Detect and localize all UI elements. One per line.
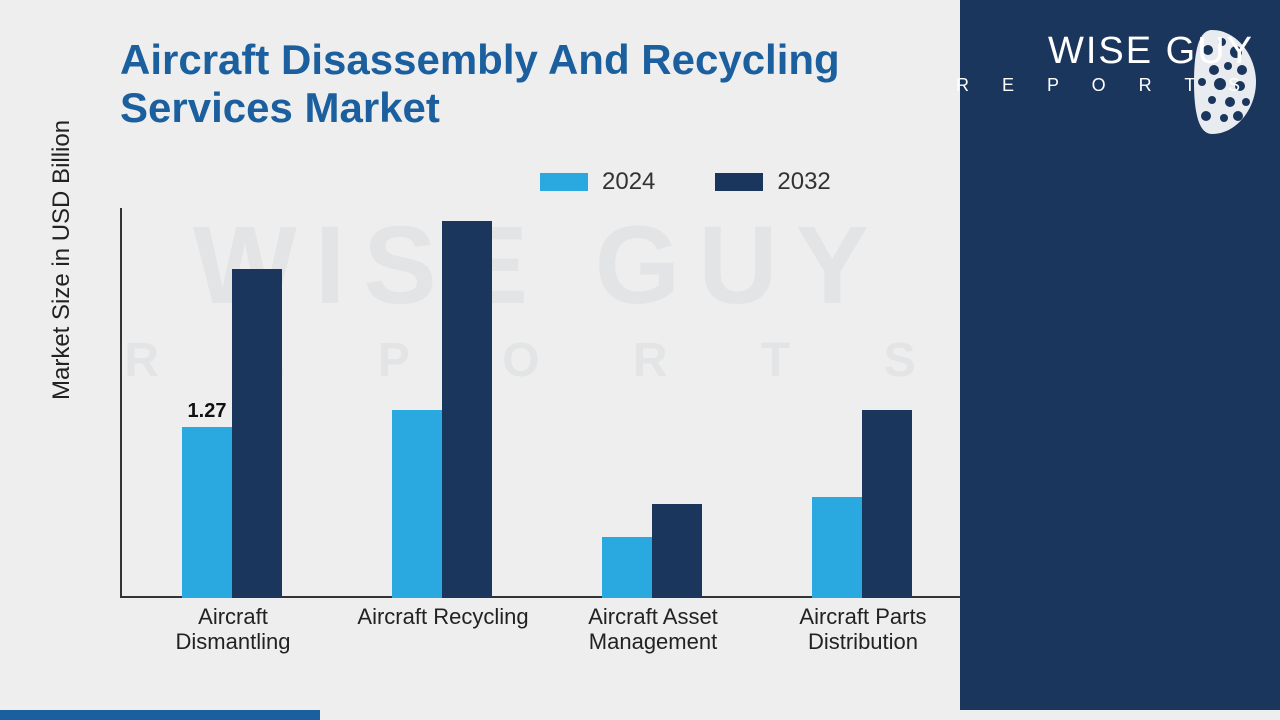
content-area: Aircraft Disassembly And Recycling Servi… <box>0 0 960 710</box>
bar <box>652 504 702 598</box>
plot-area: Aircraft DismantlingAircraft RecyclingAi… <box>120 208 960 598</box>
brand-logo-text: WISE GUY R E P O R T S <box>956 30 1254 96</box>
bar <box>602 537 652 598</box>
y-axis-line <box>120 208 122 598</box>
stage: WISE GUY R E P O R T S WISE GUY R E P O … <box>0 0 1280 720</box>
legend-item-2024: 2024 <box>540 168 655 196</box>
bar-value-label: 1.27 <box>188 400 227 427</box>
bar <box>182 427 232 598</box>
bottom-accent-bar <box>0 710 320 720</box>
bar <box>862 410 912 598</box>
bar <box>392 410 442 598</box>
x-tick-label: Aircraft Parts Distribution <box>773 598 953 655</box>
legend-label-2032: 2032 <box>777 168 830 196</box>
y-axis-label: Market Size in USD Billion <box>48 120 76 400</box>
x-tick-label: Aircraft Recycling <box>353 598 533 629</box>
bar <box>232 269 282 598</box>
legend-swatch-2032 <box>715 173 763 191</box>
chart-title: Aircraft Disassembly And Recycling Servi… <box>120 36 840 133</box>
x-tick-label: Aircraft Asset Management <box>563 598 743 655</box>
legend-swatch-2024 <box>540 173 588 191</box>
brand-line2: R E P O R T S <box>956 75 1254 96</box>
brand-line1: WISE GUY <box>956 30 1254 73</box>
legend-label-2024: 2024 <box>602 168 655 196</box>
x-tick-label: Aircraft Dismantling <box>143 598 323 655</box>
bar <box>812 497 862 598</box>
legend: 2024 2032 <box>540 168 831 196</box>
legend-item-2032: 2032 <box>715 168 830 196</box>
bar <box>442 221 492 598</box>
